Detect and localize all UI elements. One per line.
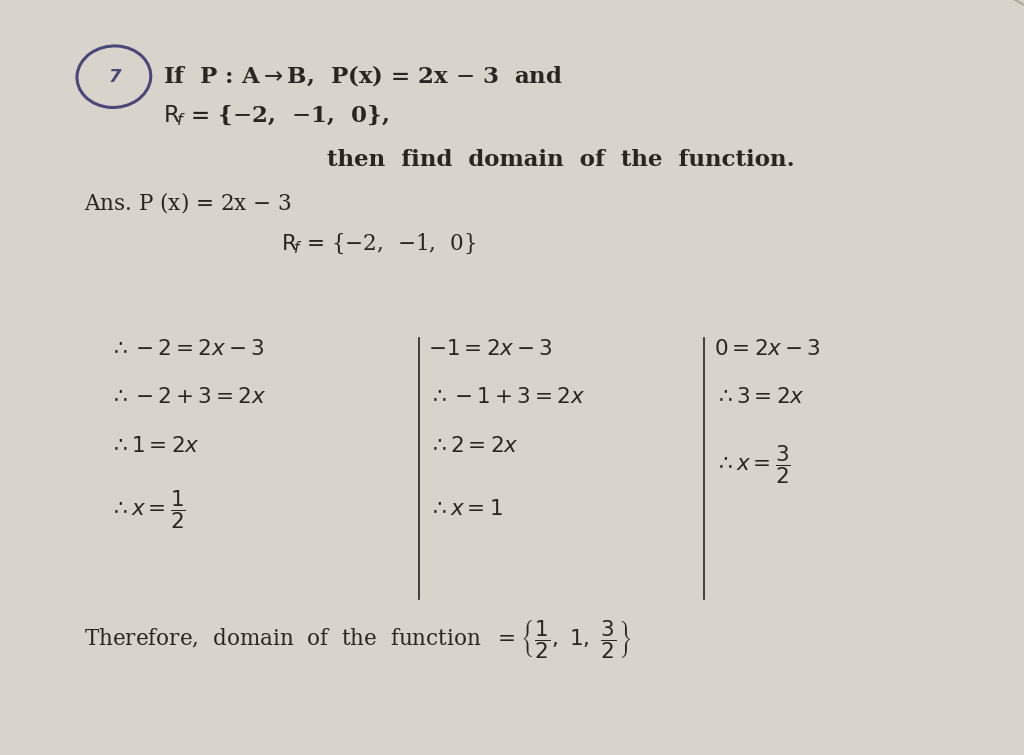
Text: $\therefore x = \dfrac{1}{2}$: $\therefore x = \dfrac{1}{2}$ xyxy=(109,488,185,531)
Text: $\therefore x = 1$: $\therefore x = 1$ xyxy=(428,498,503,520)
Text: $0 = 2x - 3$: $0 = 2x - 3$ xyxy=(714,337,820,359)
Text: $\therefore -2 + 3 = 2x$: $\therefore -2 + 3 = 2x$ xyxy=(109,386,266,408)
Text: $\mathrm{R}_{\!f}$ = {$-$2,  $-$1,  0},: $\mathrm{R}_{\!f}$ = {$-$2, $-$1, 0}, xyxy=(163,103,389,128)
Text: 7: 7 xyxy=(109,68,121,86)
Text: $\therefore 2 = 2x$: $\therefore 2 = 2x$ xyxy=(428,435,519,457)
Text: $\therefore x = \dfrac{3}{2}$: $\therefore x = \dfrac{3}{2}$ xyxy=(714,443,791,485)
Text: If  P : A$\rightarrow$B,  P(x) = 2x $-$ 3  and: If P : A$\rightarrow$B, P(x) = 2x $-$ 3 … xyxy=(163,63,563,88)
Text: $-1 = 2x - 3$: $-1 = 2x - 3$ xyxy=(428,337,553,359)
Text: Therefore,  domain  of  the  function  $= \left\{\dfrac{1}{2},\ 1,\ \dfrac{3}{2}: Therefore, domain of the function $= \le… xyxy=(84,618,632,661)
Text: $\therefore 1 = 2x$: $\therefore 1 = 2x$ xyxy=(109,435,200,457)
Text: $\therefore -2 = 2x - 3$: $\therefore -2 = 2x - 3$ xyxy=(109,337,264,359)
Text: $\therefore 3 = 2x$: $\therefore 3 = 2x$ xyxy=(714,386,804,408)
Text: $\therefore -1 + 3 = 2x$: $\therefore -1 + 3 = 2x$ xyxy=(428,386,586,408)
Text: then  find  domain  of  the  function.: then find domain of the function. xyxy=(328,149,795,171)
Text: Ans. P (x) = 2x $-$ 3: Ans. P (x) = 2x $-$ 3 xyxy=(84,190,292,215)
Text: $\mathrm{R}_{\!f}$ = {$-$2,  $-$1,  0}: $\mathrm{R}_{\!f}$ = {$-$2, $-$1, 0} xyxy=(281,231,476,255)
